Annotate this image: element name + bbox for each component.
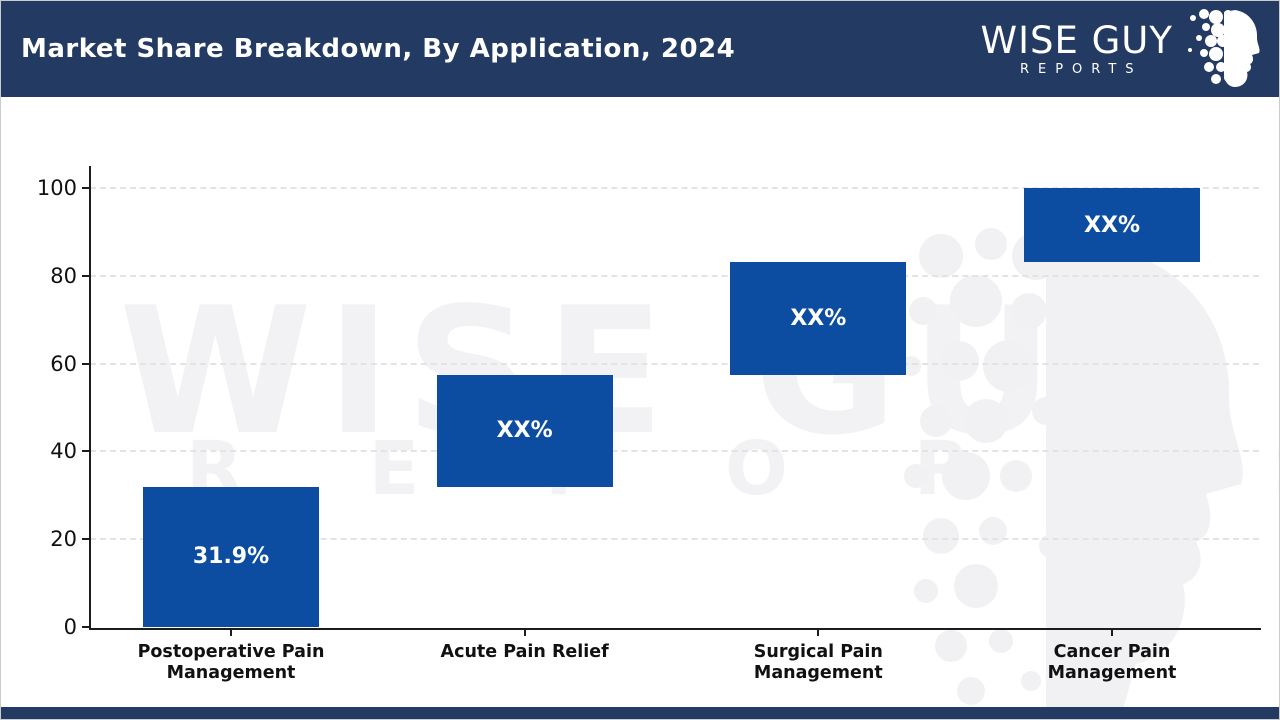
- bar-segment-2[interactable]: XX%: [436, 375, 613, 487]
- xtick-mark-3: [817, 629, 820, 636]
- category-label-4: Cancer Pain Management: [1047, 642, 1177, 684]
- bar-value-label: XX%: [790, 306, 847, 332]
- ytick-mark-20: [82, 538, 89, 541]
- category-label-3: Surgical Pain Management: [753, 642, 883, 684]
- gridline-60: [90, 362, 1259, 365]
- brand-subname: REPORTS: [1019, 62, 1143, 77]
- ytick-label-60: 60: [50, 351, 77, 376]
- brand-logo: WISE GUY REPORTS: [981, 8, 1279, 90]
- ytick-label-20: 20: [50, 527, 77, 552]
- gridline-40: [90, 450, 1259, 453]
- xtick-mark-2: [523, 629, 526, 636]
- xtick-mark-4: [1111, 629, 1113, 636]
- bar-segment-4[interactable]: XX%: [1024, 188, 1200, 263]
- ytick-mark-0: [82, 626, 89, 628]
- brand-logo-text: WISE GUY REPORTS: [981, 22, 1173, 76]
- category-label-1: Postoperative Pain Management: [137, 642, 325, 684]
- bar-value-label: 31.9%: [192, 544, 270, 570]
- bar-segment-1[interactable]: 31.9%: [143, 486, 319, 627]
- ytick-label-80: 80: [50, 263, 77, 288]
- ytick-mark-80: [82, 274, 89, 277]
- gridline-20: [90, 538, 1259, 541]
- ytick-mark-100: [82, 187, 89, 189]
- brand-name: WISE GUY: [980, 19, 1173, 62]
- ytick-mark-40: [82, 450, 89, 453]
- ytick-label-0: 0: [63, 615, 77, 639]
- page-title: Market Share Breakdown, By Application, …: [21, 34, 736, 64]
- footer-bar: [1, 707, 1279, 719]
- gridline-80: [90, 274, 1259, 277]
- ytick-mark-60: [82, 362, 89, 365]
- bar-value-label: XX%: [1084, 212, 1140, 238]
- header-bar: Market Share Breakdown, By Application, …: [1, 1, 1279, 97]
- logo-face-icon: [1188, 9, 1260, 87]
- bar-segment-3[interactable]: XX%: [730, 262, 907, 375]
- xtick-mark-1: [230, 629, 232, 636]
- category-label-2: Acute Pain Relief: [440, 642, 609, 662]
- gridline-100: [90, 187, 1259, 189]
- bar-value-label: XX%: [496, 418, 553, 444]
- ytick-label-40: 40: [50, 439, 77, 464]
- ytick-label-100: 100: [36, 176, 77, 200]
